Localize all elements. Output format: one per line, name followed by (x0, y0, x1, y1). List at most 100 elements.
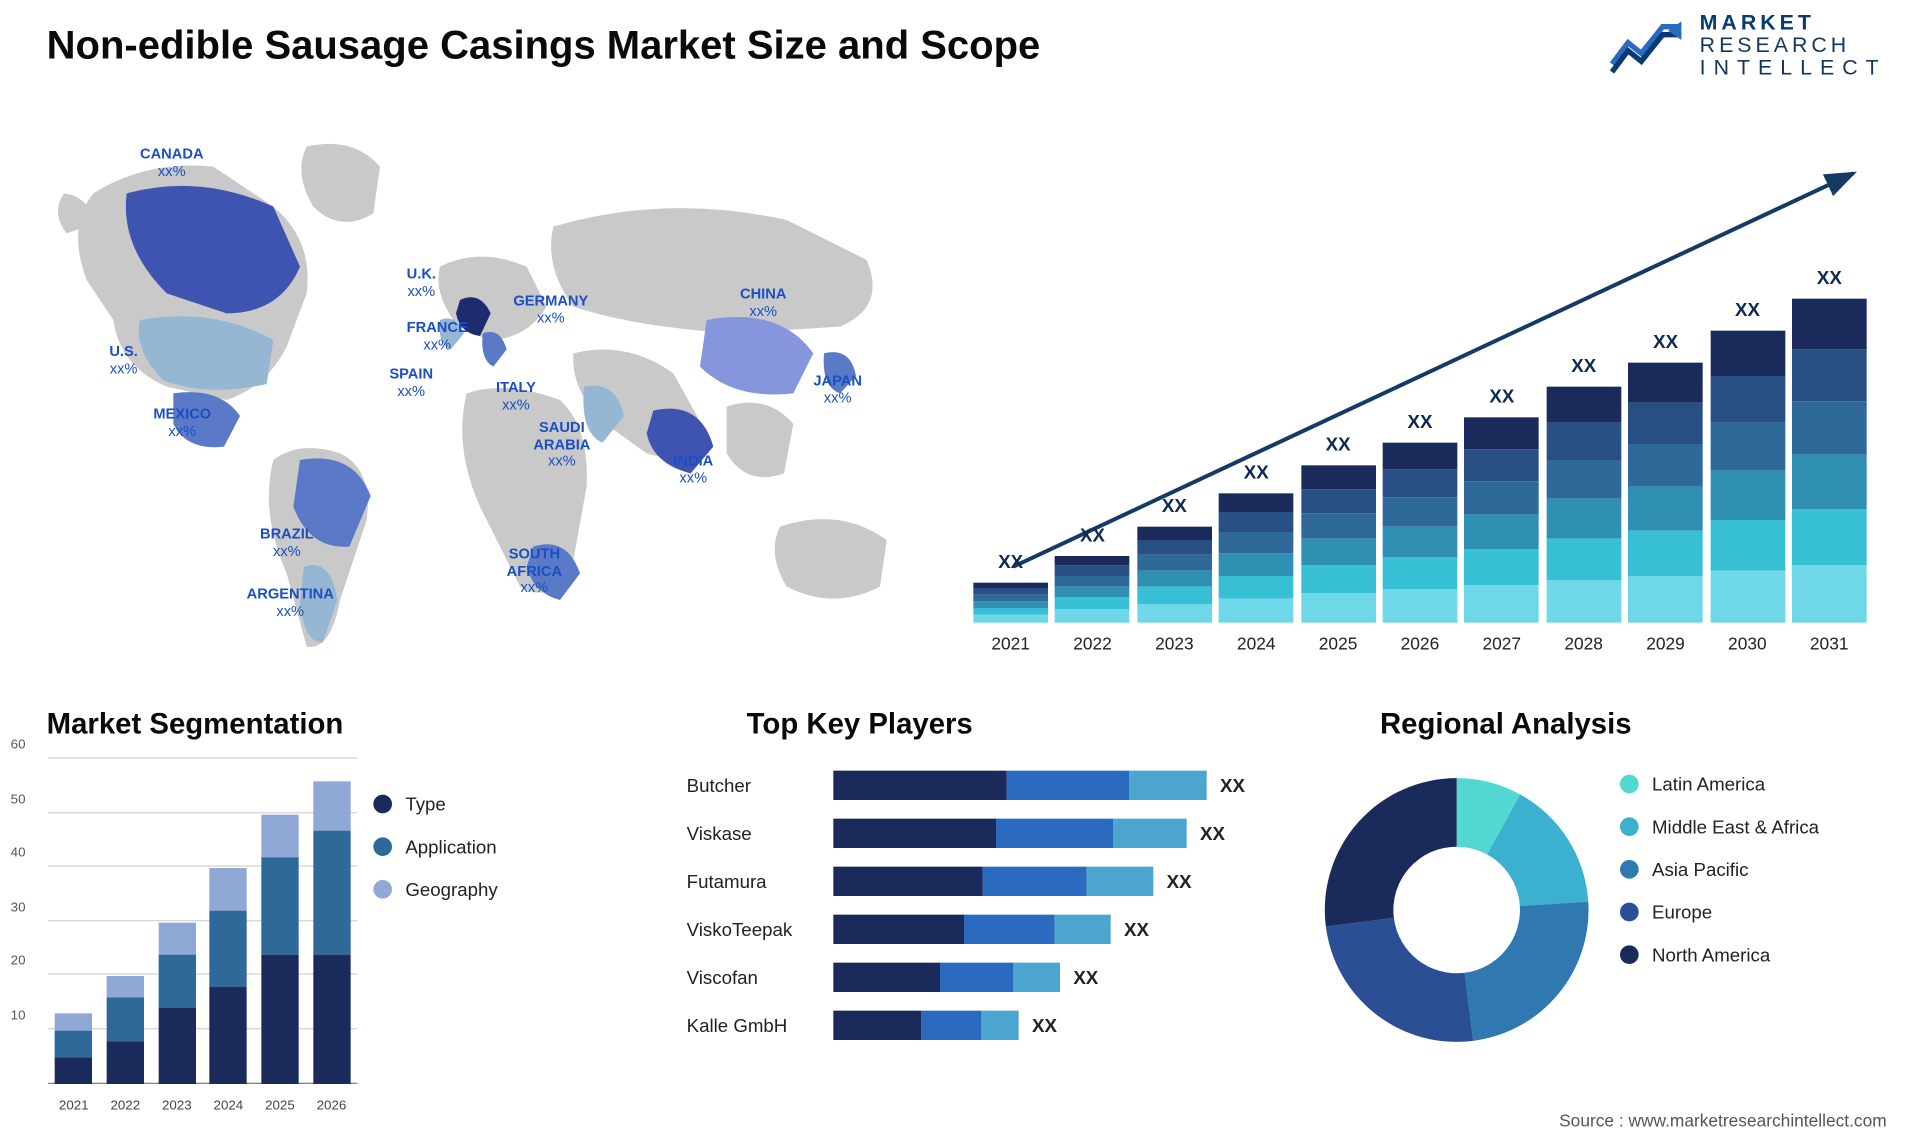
seg-bar-2021 (55, 1014, 92, 1084)
seg-bar-2025 (261, 814, 298, 1084)
main-bar-2030 (1710, 331, 1785, 623)
map-label-france: FRANCExx% (407, 320, 468, 354)
key-player-name: Futamura (687, 870, 834, 891)
main-bar-2029 (1628, 363, 1703, 623)
main-xlabel: 2021 (973, 633, 1048, 660)
world-map: CANADAxx% U.S.xx% MEXICOxx% BRAZILxx% ARGENT… (40, 120, 960, 660)
key-player-value: XX (1200, 822, 1225, 843)
key-player-name: ViskoTeepak (687, 918, 834, 939)
main-xlabel: 2022 (1055, 633, 1130, 660)
map-label-argentina: ARGENTINAxx% (247, 587, 334, 621)
main-xlabel: 2029 (1628, 633, 1703, 660)
seg-legend-item: Geography (373, 879, 497, 900)
main-bar-value-label: XX (998, 551, 1023, 572)
segmentation-heading: Market Segmentation (47, 707, 344, 742)
main-xlabel: 2031 (1792, 633, 1867, 660)
seg-xlabel: 2022 (107, 1099, 144, 1114)
seg-ytick: 30 (11, 900, 26, 915)
main-bar-2023 (1137, 527, 1212, 623)
brand-logo: MARKET RESEARCH INTELLECT (1609, 13, 1887, 80)
map-label-south-africa: SOUTHAFRICAxx% (507, 547, 562, 598)
key-player-row: Viscofan XX (687, 959, 1287, 995)
seg-bar-2023 (158, 922, 195, 1084)
regional-heading: Regional Analysis (1380, 707, 1632, 742)
map-label-u-s-: U.S.xx% (109, 344, 138, 378)
regional-legend-item: North America (1620, 944, 1819, 965)
seg-ytick: 40 (11, 846, 26, 861)
regional-legend-item: Latin America (1620, 773, 1819, 794)
main-xlabel: 2025 (1301, 633, 1376, 660)
main-xlabel: 2027 (1464, 633, 1539, 660)
key-player-name: Viskase (687, 822, 834, 843)
map-label-mexico: MEXICOxx% (153, 407, 211, 441)
map-label-brazil: BRAZILxx% (260, 527, 314, 561)
donut-slice (1325, 778, 1457, 926)
main-bar-2028 (1546, 387, 1621, 623)
key-player-value: XX (1032, 1014, 1057, 1035)
main-bar-value-label: XX (1653, 331, 1678, 352)
map-label-u-k-: U.K.xx% (407, 267, 436, 301)
seg-legend-item: Type (373, 793, 497, 814)
seg-legend-item: Application (373, 836, 497, 857)
main-bar-2031 (1792, 299, 1867, 623)
seg-xlabel: 2026 (313, 1099, 350, 1114)
regional-donut-chart (1313, 767, 1600, 1054)
seg-xlabel: 2024 (210, 1099, 247, 1114)
key-player-value: XX (1167, 870, 1192, 891)
seg-ytick: 50 (11, 792, 26, 807)
main-bar-value-label: XX (1244, 461, 1269, 482)
key-players-heading: Top Key Players (747, 707, 973, 742)
page-title: Non-edible Sausage Casings Market Size a… (47, 24, 1041, 69)
seg-ytick: 20 (11, 954, 26, 969)
map-label-india: INDIAxx% (673, 453, 713, 487)
main-bar-value-label: XX (1408, 411, 1433, 432)
map-label-canada: CANADAxx% (140, 147, 204, 181)
segmentation-chart: 202120222023202420252026 102030405060 (11, 760, 358, 1113)
main-bar-2026 (1383, 443, 1458, 623)
main-xlabel: 2024 (1219, 633, 1294, 660)
key-player-row: Futamura XX (687, 863, 1287, 899)
key-player-row: Viskase XX (687, 815, 1287, 851)
key-player-value: XX (1073, 966, 1098, 987)
main-bar-value-label: XX (1080, 524, 1105, 545)
key-player-row: Butcher XX (687, 767, 1287, 803)
regional-legend-item: Asia Pacific (1620, 859, 1819, 880)
main-growth-chart: XXXXXXXXXXXXXXXXXXXXXX 20212022202320242… (973, 127, 1866, 660)
seg-bar-2022 (107, 976, 144, 1084)
regional-legend: Latin America Middle East & Africa Asia Pa… (1620, 773, 1819, 986)
map-label-spain: SPAINxx% (389, 367, 433, 401)
main-xlabel: 2030 (1710, 633, 1785, 660)
donut-slice (1326, 918, 1473, 1042)
logo-line2: RESEARCH (1700, 36, 1887, 58)
logo-mark-icon (1609, 16, 1684, 77)
key-player-row: ViskoTeepak XX (687, 911, 1287, 947)
map-label-saudi-arabia: SAUDIARABIAxx% (533, 420, 590, 471)
key-players-chart: Butcher XX Viskase XX Futamura XX ViskoTeepak X… (687, 767, 1287, 1055)
key-player-value: XX (1124, 918, 1149, 939)
seg-xlabel: 2021 (55, 1099, 92, 1114)
regional-legend-item: Middle East & Africa (1620, 816, 1819, 837)
main-xlabel: 2028 (1546, 633, 1621, 660)
main-xlabel: 2023 (1137, 633, 1212, 660)
seg-ytick: 60 (11, 738, 26, 753)
main-bar-2027 (1464, 417, 1539, 622)
key-player-name: Viscofan (687, 966, 834, 987)
seg-xlabel: 2023 (158, 1099, 195, 1114)
main-bar-value-label: XX (1817, 267, 1842, 288)
main-bar-value-label: XX (1735, 299, 1760, 320)
key-player-name: Kalle GmbH (687, 1014, 834, 1035)
source-label: Source : www.marketresearchintellect.com (1559, 1111, 1887, 1131)
main-xlabel: 2026 (1383, 633, 1458, 660)
map-label-china: CHINAxx% (740, 287, 786, 321)
donut-slice (1465, 902, 1589, 1041)
key-player-name: Butcher (687, 774, 834, 795)
main-bar-value-label: XX (1489, 385, 1514, 406)
main-bar-value-label: XX (1162, 495, 1187, 516)
map-label-germany: GERMANYxx% (513, 293, 588, 327)
key-player-value: XX (1220, 774, 1245, 795)
regional-legend-item: Europe (1620, 901, 1819, 922)
main-bar-2022 (1055, 556, 1130, 623)
logo-line3: INTELLECT (1700, 58, 1887, 80)
segmentation-legend: Type Application Geography (373, 793, 497, 921)
logo-line1: MARKET (1700, 13, 1887, 35)
